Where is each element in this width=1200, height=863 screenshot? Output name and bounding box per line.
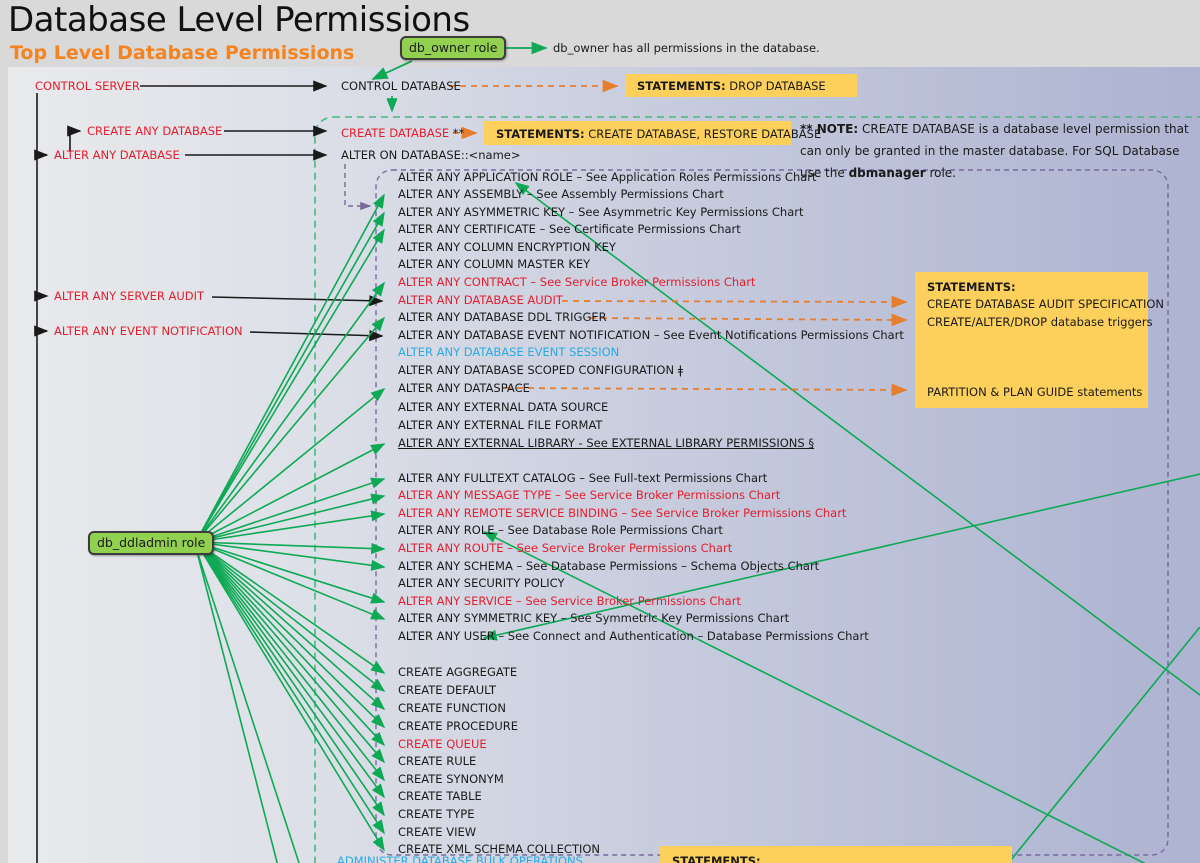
- permission-item: CREATE VIEW: [398, 825, 477, 839]
- permission-item: ALTER ANY EXTERNAL LIBRARY - See EXTERNA…: [398, 436, 815, 450]
- note-prefix: ** NOTE:: [800, 122, 859, 136]
- permission-item: ALTER ANY DATASPACE: [398, 381, 530, 395]
- page-title: Database Level Permissions: [8, 0, 470, 40]
- permission-item: ALTER ANY APPLICATION ROLE – See Applica…: [398, 170, 817, 184]
- note-suffix: role.: [925, 166, 956, 180]
- alter-any-database-label: ALTER ANY DATABASE: [54, 148, 180, 162]
- alter-on-database-label: ALTER ON DATABASE::<name>: [341, 148, 521, 162]
- note-body: CREATE DATABASE is a database level perm…: [800, 122, 1189, 180]
- create-database-label: CREATE DATABASE **: [341, 125, 464, 141]
- db-owner-role-box: db_owner role: [400, 36, 507, 60]
- permission-item: ALTER ANY SYMMETRIC KEY – See Symmetric …: [398, 611, 790, 625]
- alter-any-event-notification-label: ALTER ANY EVENT NOTIFICATION: [54, 324, 243, 338]
- permission-item: ALTER ANY FULLTEXT CATALOG – See Full-te…: [398, 471, 768, 485]
- permission-item: ALTER ANY ASSEMBLY – See Assembly Permis…: [398, 187, 724, 201]
- statements-line: CREATE DATABASE AUDIT SPECIFICATION: [927, 297, 1165, 311]
- permission-item: ALTER ANY DATABASE EVENT NOTIFICATION – …: [398, 328, 904, 342]
- permission-item: CREATE PROCEDURE: [398, 719, 519, 733]
- permission-item: ALTER ANY ROLE – See Database Role Permi…: [398, 523, 723, 537]
- permission-item: ALTER ANY SECURITY POLICY: [398, 576, 565, 590]
- permission-item: ALTER ANY EXTERNAL DATA SOURCE: [398, 400, 609, 414]
- permission-item: ALTER ANY USER – See Connect and Authent…: [398, 629, 869, 643]
- statements-line: PARTITION & PLAN GUIDE statements: [927, 385, 1143, 399]
- permission-item: ALTER ANY ASYMMETRIC KEY – See Asymmetri…: [398, 205, 804, 219]
- section-title: Top Level Database Permissions: [10, 42, 355, 64]
- statements-label: STATEMENTS:: [672, 854, 761, 863]
- permission-item: CREATE XML SCHEMA COLLECTION: [398, 842, 601, 856]
- statements-value: CREATE DATABASE, RESTORE DATABASE: [584, 127, 822, 141]
- permission-item: CREATE AGGREGATE: [398, 665, 518, 679]
- note-bold-term: dbmanager: [848, 166, 926, 180]
- statements-line: CREATE/ALTER/DROP database triggers: [927, 315, 1153, 329]
- statements-label: STATEMENTS:: [496, 127, 585, 141]
- permission-item: CREATE SYNONYM: [398, 772, 504, 786]
- alter-any-server-audit-label: ALTER ANY SERVER AUDIT: [54, 289, 205, 303]
- permission-item: ALTER ANY DATABASE SCOPED CONFIGURATION …: [398, 363, 683, 377]
- permission-item: ALTER ANY EXTERNAL FILE FORMAT: [398, 418, 603, 432]
- administer-bulk-operations-label: ADMINISTER DATABASE BULK OPERATIONS: [337, 854, 583, 863]
- permission-item: ALTER ANY SERVICE – See Service Broker P…: [398, 594, 741, 608]
- permission-item: CREATE DEFAULT: [398, 683, 497, 697]
- control-database-label: CONTROL DATABASE: [341, 79, 461, 93]
- statements-drop-database-text: STATEMENTS: DROP DATABASE: [637, 79, 826, 93]
- db-ddladmin-role-box: db_ddladmin role: [88, 531, 215, 555]
- statements-create-database-text: STATEMENTS: CREATE DATABASE, RESTORE DAT…: [496, 127, 821, 141]
- create-database-text: CREATE DATABASE: [341, 126, 450, 140]
- permission-item: ALTER ANY DATABASE AUDIT: [398, 293, 563, 307]
- control-server-label: CONTROL SERVER: [35, 79, 140, 93]
- permission-item: ALTER ANY COLUMN MASTER KEY: [398, 257, 591, 271]
- permission-item: ALTER ANY COLUMN ENCRYPTION KEY: [398, 240, 616, 254]
- permission-item: ALTER ANY REMOTE SERVICE BINDING – See S…: [398, 506, 847, 520]
- permission-item: ALTER ANY CONTRACT – See Service Broker …: [398, 275, 756, 289]
- permission-item: ALTER ANY SCHEMA – See Database Permissi…: [398, 559, 820, 573]
- permission-item: CREATE TABLE: [398, 789, 482, 803]
- permission-item: ALTER ANY DATABASE EVENT SESSION: [398, 345, 620, 359]
- statements-value: DROP DATABASE: [725, 79, 826, 93]
- permission-item: ALTER ANY CERTIFICATE – See Certificate …: [398, 222, 741, 236]
- statements-label: STATEMENTS:: [927, 280, 1016, 294]
- create-any-database-label: CREATE ANY DATABASE: [87, 124, 223, 138]
- permission-item: CREATE TYPE: [398, 807, 475, 821]
- statements-bottom-box: STATEMENTS:: [660, 846, 1012, 863]
- statements-create-database-box: STATEMENTS: CREATE DATABASE, RESTORE DAT…: [484, 121, 821, 145]
- permission-item: ALTER ANY MESSAGE TYPE – See Service Bro…: [398, 488, 781, 502]
- permission-item: ALTER ANY ROUTE – See Service Broker Per…: [398, 541, 733, 555]
- statements-label: STATEMENTS:: [637, 79, 726, 93]
- permission-item: CREATE QUEUE: [398, 737, 487, 751]
- permission-item: CREATE FUNCTION: [398, 701, 506, 715]
- permission-item: CREATE RULE: [398, 754, 477, 768]
- create-database-note: ** NOTE: CREATE DATABASE is a database l…: [800, 118, 1200, 184]
- statements-right-box: STATEMENTS: CREATE DATABASE AUDIT SPECIF…: [915, 272, 1164, 408]
- create-database-stars: **: [449, 126, 465, 140]
- db-owner-note: db_owner has all permissions in the data…: [553, 41, 820, 55]
- permission-item: ALTER ANY DATABASE DDL TRIGGER: [398, 310, 607, 324]
- statements-drop-database-box: STATEMENTS: DROP DATABASE: [625, 74, 857, 97]
